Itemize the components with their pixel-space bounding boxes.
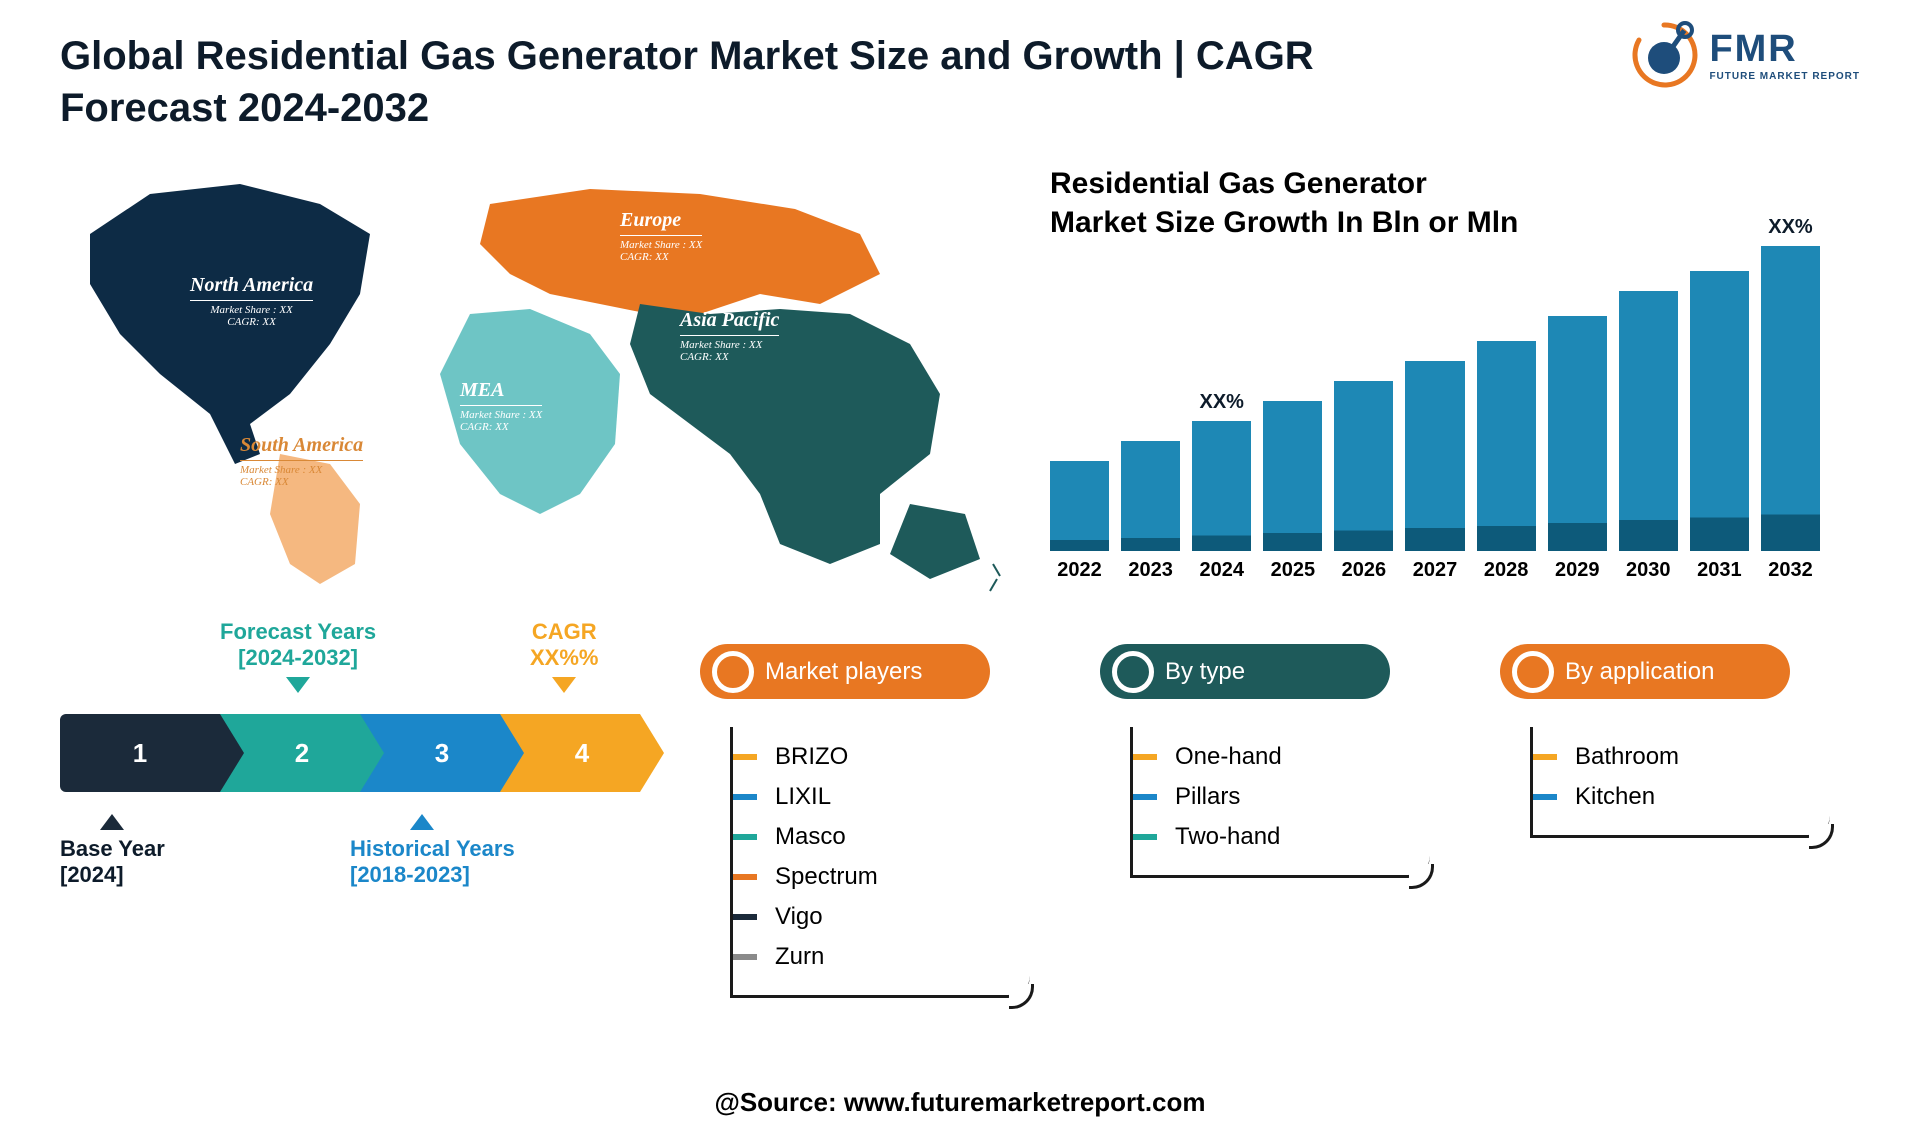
world-map: North America Market Share : XX CAGR: XX… — [60, 164, 1010, 594]
bar-year-label: 2027 — [1413, 559, 1458, 582]
bar-annotation: XX% — [1768, 216, 1812, 239]
category-by-type: By type One-hand Pillars Two-hand — [1100, 644, 1430, 998]
bullet-dash-icon — [733, 754, 757, 760]
list-item: One-hand — [1155, 737, 1430, 777]
list-item-label: Spectrum — [775, 863, 878, 890]
list-item-label: One-hand — [1175, 743, 1282, 770]
list-item: Spectrum — [755, 857, 1030, 897]
bullet-dash-icon — [733, 794, 757, 800]
list-item: Bathroom — [1555, 737, 1830, 777]
bar-year-label: 2022 — [1057, 559, 1102, 582]
list-item-label: Kitchen — [1575, 783, 1655, 810]
bar-2031: 2031 — [1690, 271, 1749, 582]
bar-year-label: 2025 — [1271, 559, 1316, 582]
source-attribution: @Source: www.futuremarketreport.com — [714, 1087, 1205, 1118]
page-title: Global Residential Gas Generator Market … — [60, 30, 1360, 134]
list-item: Masco — [755, 817, 1030, 857]
timeline-label-base: Base Year[2024] — [60, 814, 165, 888]
timeline-label-forecast: Forecast Years[2024-2032] — [220, 619, 376, 693]
list-item: Kitchen — [1555, 777, 1830, 817]
timeline: Forecast Years[2024-2032] CAGRXX%% 1234 … — [60, 644, 660, 998]
bar-year-label: 2026 — [1342, 559, 1387, 582]
map-label-sa: South America Market Share : XX CAGR: XX — [240, 434, 363, 488]
bar-year-label: 2031 — [1697, 559, 1742, 582]
chart-title: Residential Gas Generator Market Size Gr… — [1050, 164, 1530, 242]
category-pill: By application — [1500, 644, 1790, 699]
bar-chart: Residential Gas Generator Market Size Gr… — [1050, 164, 1860, 594]
map-label-eu: Europe Market Share : XX CAGR: XX — [620, 209, 702, 263]
bar-2024: XX%2024 — [1192, 421, 1251, 582]
map-label-mea: MEA Market Share : XX CAGR: XX — [460, 379, 542, 433]
logo-abbr: FMR — [1709, 28, 1860, 71]
timeline-label-historical: Historical Years[2018-2023] — [350, 814, 515, 888]
bullet-dash-icon — [1133, 834, 1157, 840]
list-item-label: Masco — [775, 823, 846, 850]
list-item: Zurn — [755, 937, 1030, 977]
list-item: Vigo — [755, 897, 1030, 937]
list-item-label: Vigo — [775, 903, 823, 930]
list-item-label: Pillars — [1175, 783, 1240, 810]
logo-icon — [1629, 20, 1699, 90]
bar-2028: 2028 — [1477, 341, 1536, 582]
timeline-label-cagr: CAGRXX%% — [530, 619, 598, 693]
bar-2022: 2022 — [1050, 461, 1109, 582]
bullet-dash-icon — [1133, 794, 1157, 800]
category-market-players: Market players BRIZO LIXIL Masco Spectrum Vig… — [700, 644, 1030, 998]
list-item: BRIZO — [755, 737, 1030, 777]
bar-2025: 2025 — [1263, 401, 1322, 582]
bar-2027: 2027 — [1405, 361, 1464, 582]
list-item-label: Zurn — [775, 943, 824, 970]
map-label-na: North America Market Share : XX CAGR: XX — [190, 274, 313, 328]
bullet-dash-icon — [733, 954, 757, 960]
list-item-label: Bathroom — [1575, 743, 1679, 770]
bar-year-label: 2028 — [1484, 559, 1529, 582]
list-item: Pillars — [1155, 777, 1430, 817]
list-item: Two-hand — [1155, 817, 1430, 857]
bar-2026: 2026 — [1334, 381, 1393, 582]
list-item-label: BRIZO — [775, 743, 848, 770]
bar-2032: XX%2032 — [1761, 246, 1820, 582]
bar-2023: 2023 — [1121, 441, 1180, 582]
timeline-segment-1: 1 — [60, 714, 220, 792]
bullet-dash-icon — [1133, 754, 1157, 760]
bar-annotation: XX% — [1200, 391, 1244, 414]
list-item: LIXIL — [755, 777, 1030, 817]
category-list: One-hand Pillars Two-hand — [1130, 727, 1430, 878]
bar-year-label: 2029 — [1555, 559, 1600, 582]
bar-2030: 2030 — [1619, 291, 1678, 582]
brand-logo: FMR FUTURE MARKET REPORT — [1629, 20, 1860, 90]
list-item-label: Two-hand — [1175, 823, 1280, 850]
map-label-apac: Asia Pacific Market Share : XX CAGR: XX — [680, 309, 779, 363]
bar-2029: 2029 — [1548, 316, 1607, 582]
bullet-dash-icon — [1533, 794, 1557, 800]
bar-year-label: 2032 — [1768, 559, 1813, 582]
bullet-dash-icon — [733, 874, 757, 880]
list-item-label: LIXIL — [775, 783, 831, 810]
category-pill: By type — [1100, 644, 1390, 699]
category-pill: Market players — [700, 644, 990, 699]
bullet-dash-icon — [733, 914, 757, 920]
bar-year-label: 2023 — [1128, 559, 1173, 582]
logo-subtitle: FUTURE MARKET REPORT — [1709, 71, 1860, 82]
category-by-application: By application Bathroom Kitchen — [1500, 644, 1830, 998]
bullet-dash-icon — [733, 834, 757, 840]
bullet-dash-icon — [1533, 754, 1557, 760]
category-list: BRIZO LIXIL Masco Spectrum Vigo Zurn — [730, 727, 1030, 998]
bar-year-label: 2024 — [1199, 559, 1244, 582]
category-list: Bathroom Kitchen — [1530, 727, 1830, 838]
bar-year-label: 2030 — [1626, 559, 1671, 582]
